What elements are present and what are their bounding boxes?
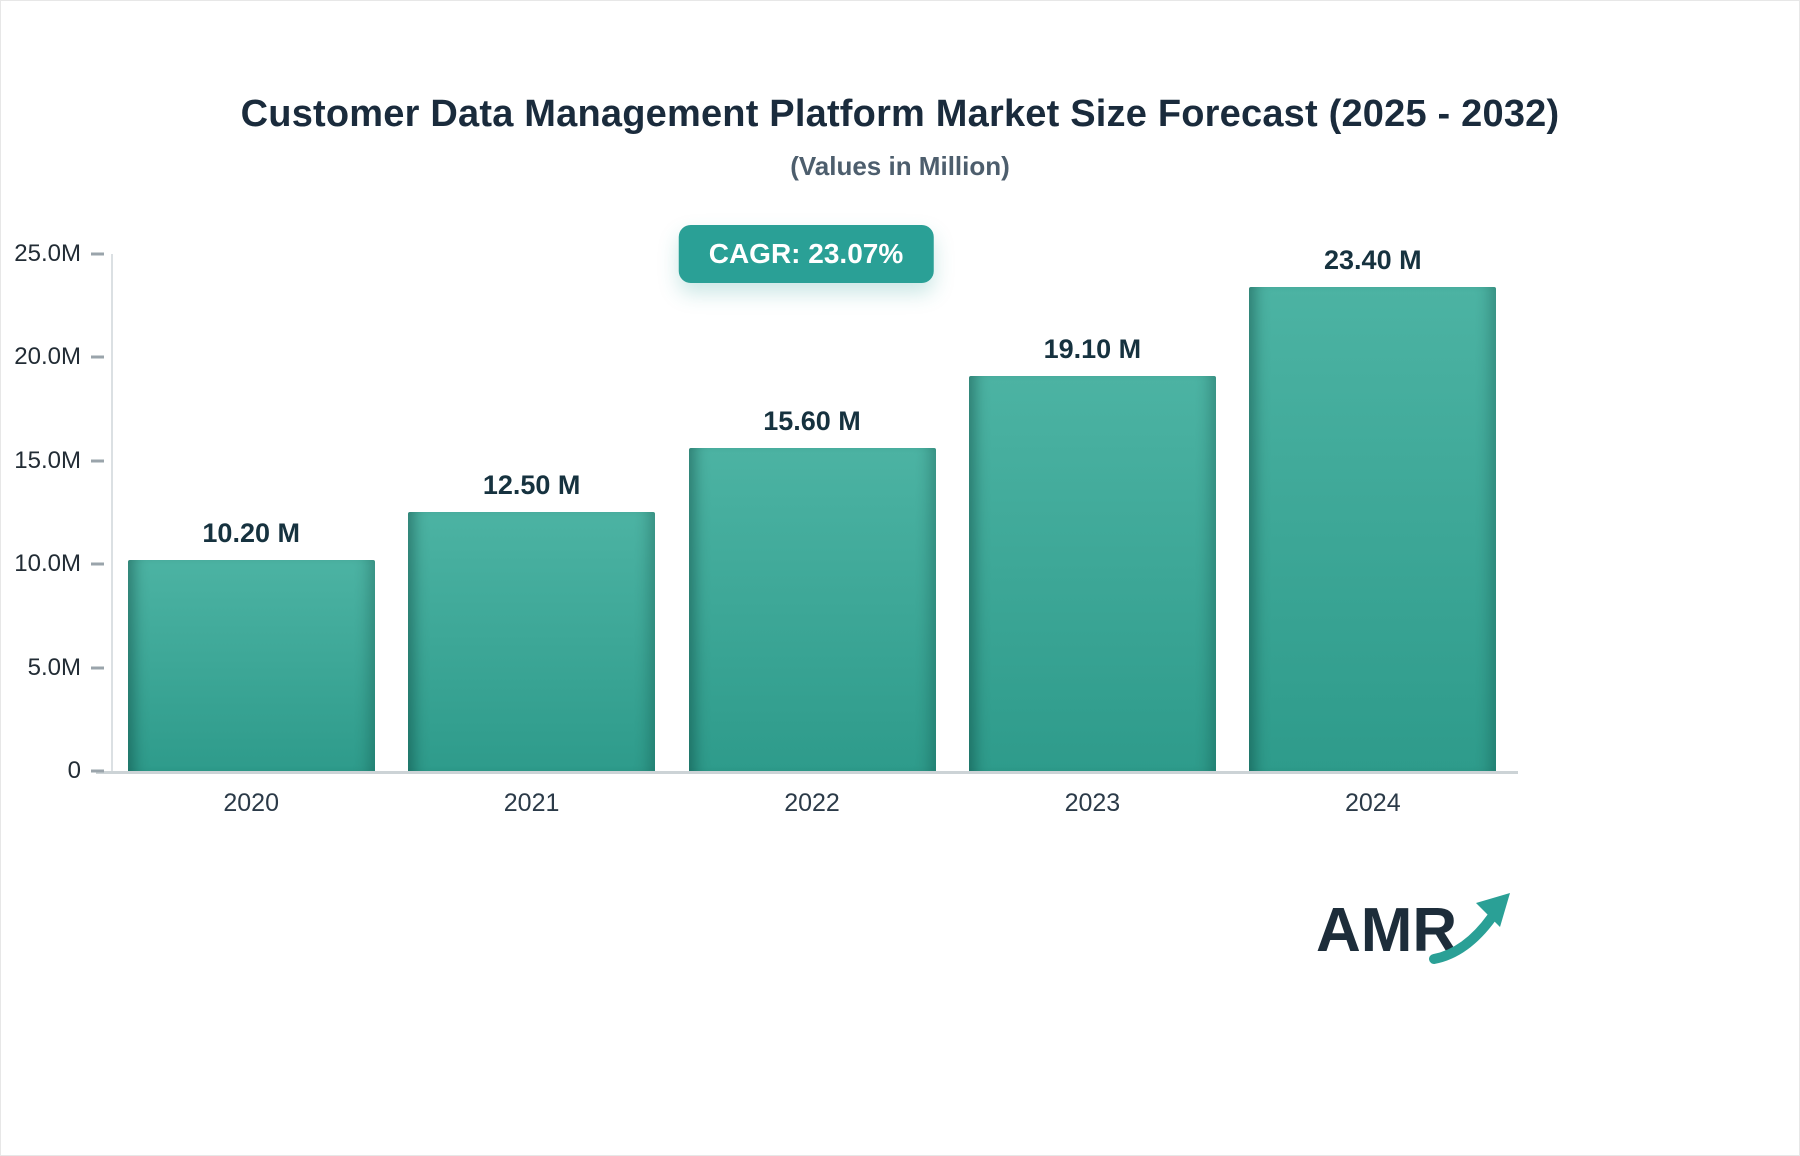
- y-axis-tick-label: 0: [67, 757, 81, 784]
- x-axis-tick-label: 2023: [1064, 789, 1121, 817]
- cagr-badge: CAGR: 23.07%: [678, 225, 934, 283]
- bar-value-label: 19.10 M: [1043, 334, 1142, 364]
- chart-title: Customer Data Management Platform Market…: [240, 93, 1560, 135]
- amr-logo-arrow-icon: [1429, 893, 1510, 964]
- x-axis-tick-label: 2024: [1344, 789, 1401, 817]
- y-axis-tick-mark: [91, 252, 104, 256]
- bar: [128, 560, 375, 771]
- bar: [408, 512, 655, 771]
- bar-value-label: 10.20 M: [202, 518, 300, 548]
- y-axis-tick-mark: [91, 562, 104, 566]
- y-axis-tick-mark: [91, 666, 104, 670]
- y-axis-line: [111, 254, 113, 771]
- y-axis-tick-label: 20.0M: [14, 343, 81, 371]
- y-axis-tick-label: 5.0M: [27, 653, 81, 681]
- bar: [689, 448, 936, 771]
- y-axis-tick-label: 25.0M: [14, 240, 81, 267]
- y-axis-tick-mark: [91, 769, 104, 773]
- x-axis-tick-label: 2021: [503, 789, 560, 817]
- y-axis-tick-label: 10.0M: [14, 550, 81, 578]
- chart-subtitle: (Values in Million): [790, 151, 1010, 181]
- x-axis-line: [96, 771, 1518, 774]
- bar: [1249, 287, 1496, 771]
- y-axis-tick-label: 15.0M: [14, 446, 81, 474]
- y-axis-tick-mark: [91, 459, 104, 463]
- x-axis-tick-label: 2022: [784, 789, 840, 817]
- amr-logo: AMR: [1316, 893, 1510, 965]
- amr-logo-text: AMR: [1316, 896, 1457, 965]
- bar-value-label: 15.60 M: [763, 406, 861, 436]
- y-axis-tick-mark: [91, 355, 104, 359]
- bar: [969, 376, 1216, 771]
- x-axis-tick-label: 2020: [223, 789, 279, 817]
- bar-value-label: 12.50 M: [482, 470, 581, 500]
- bar-value-label: 23.40 M: [1324, 245, 1422, 275]
